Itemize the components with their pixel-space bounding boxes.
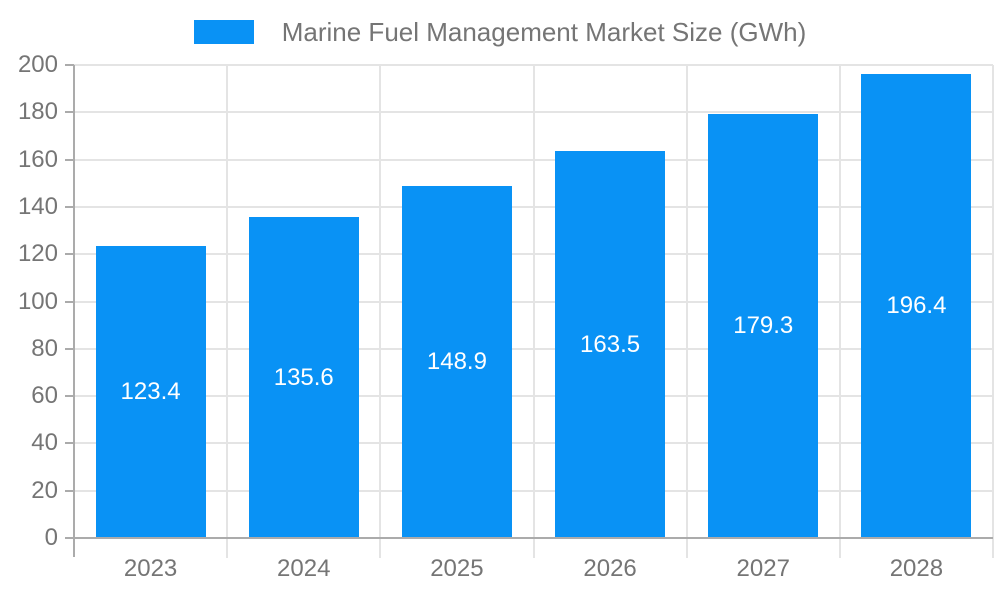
y-tick-label: 40 [31, 429, 58, 457]
x-tick-label: 2027 [736, 555, 790, 582]
y-axis-tick [65, 111, 74, 114]
x-gridline [992, 65, 994, 558]
x-tick-label: 2026 [583, 555, 637, 582]
x-axis-line [65, 537, 993, 539]
bar-value-label: 148.9 [426, 347, 487, 375]
y-tick-label: 20 [31, 476, 58, 504]
bar[interactable]: 135.6 [248, 217, 359, 538]
bar[interactable]: 179.3 [708, 113, 819, 538]
y-tick-label: 140 [17, 192, 58, 220]
x-gridline [532, 65, 535, 558]
bar[interactable]: 148.9 [401, 185, 512, 538]
y-axis-tick [65, 395, 74, 398]
y-axis-tick [65, 205, 74, 208]
y-axis-tick [65, 300, 74, 303]
y-axis-tick [65, 64, 74, 66]
y-tick-label: 200 [17, 51, 58, 78]
y-axis-tick [65, 442, 74, 445]
bar-value-label: 196.4 [886, 291, 947, 319]
bar-value-label: 179.3 [733, 311, 794, 339]
y-tick-label: 180 [17, 98, 58, 126]
y-tick-label: 80 [31, 334, 58, 362]
y-axis-line [73, 65, 75, 557]
plot-area: 0 20 40 60 80 100 120 140 160 180 200 123.4 2023 135.… [18, 52, 994, 582]
y-tick-label: 60 [31, 382, 58, 410]
x-tick-label: 2024 [277, 555, 331, 582]
legend[interactable]: Marine Fuel Management Market Size (GWh) [0, 16, 1000, 48]
x-gridline [685, 65, 688, 558]
legend-label: Marine Fuel Management Market Size (GWh) [281, 16, 807, 47]
x-gridline [838, 65, 841, 558]
y-axis-tick [65, 158, 74, 161]
x-gridline [226, 65, 229, 558]
x-tick-label: 2023 [123, 555, 178, 582]
bar-value-label: 135.6 [273, 363, 334, 391]
y-axis-tick [65, 489, 74, 492]
y-axis-tick [65, 347, 74, 350]
y-tick-label: 0 [44, 524, 58, 551]
y-axis-tick [65, 253, 74, 256]
legend-swatch [193, 20, 254, 44]
bar[interactable]: 196.4 [861, 73, 972, 538]
x-gridline [379, 65, 382, 558]
bar-value-label: 123.4 [120, 378, 181, 406]
bar[interactable]: 123.4 [95, 246, 206, 538]
bar-value-label: 163.5 [580, 330, 641, 358]
y-axis-tick [65, 537, 74, 539]
x-tick-label: 2025 [430, 555, 484, 582]
y-tick-label: 100 [17, 287, 58, 315]
bar[interactable]: 163.5 [555, 151, 666, 538]
y-tick-label: 160 [17, 145, 58, 173]
y-tick-label: 120 [17, 240, 58, 268]
x-tick-label: 2028 [889, 555, 944, 582]
